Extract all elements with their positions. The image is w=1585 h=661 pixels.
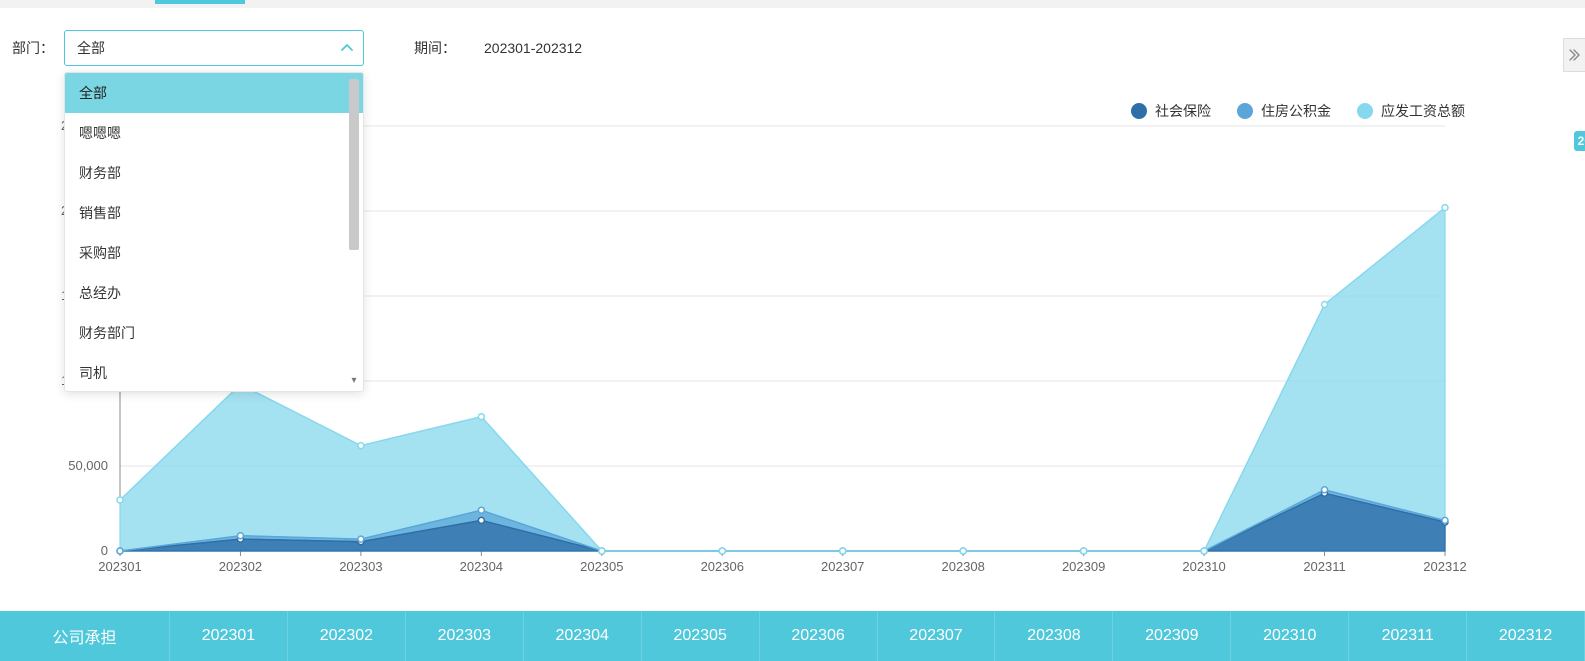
legend-swatch — [1131, 103, 1147, 119]
svg-text:202308: 202308 — [941, 559, 984, 574]
svg-text:202303: 202303 — [339, 559, 382, 574]
dropdown-option[interactable]: 嗯嗯嗯 — [65, 113, 363, 153]
period-value: 202301-202312 — [484, 40, 582, 56]
table-header-month: 202305 — [642, 611, 760, 661]
svg-text:202305: 202305 — [580, 559, 623, 574]
table-header-row: 公司承担202301202302202303202304202305202306… — [0, 611, 1585, 661]
scrollbar-thumb[interactable] — [349, 79, 359, 250]
dropdown-option[interactable]: 财务部门 — [65, 313, 363, 353]
table-header-month: 202311 — [1349, 611, 1467, 661]
dept-select[interactable]: 全部嗯嗯嗯财务部销售部采购部总经办财务部门司机 ▾ — [64, 30, 364, 66]
dept-dropdown: 全部嗯嗯嗯财务部销售部采购部总经办财务部门司机 ▾ — [64, 72, 364, 392]
table-header-month: 202307 — [878, 611, 996, 661]
svg-text:202309: 202309 — [1062, 559, 1105, 574]
table-header-month: 202304 — [524, 611, 642, 661]
legend-item[interactable]: 社会保险 — [1131, 101, 1211, 121]
table-header-month: 202302 — [288, 611, 406, 661]
period-label: 期间： — [414, 38, 456, 58]
table-header-month: 202301 — [170, 611, 288, 661]
legend-swatch — [1237, 103, 1253, 119]
dept-select-input[interactable] — [64, 30, 364, 66]
svg-text:202306: 202306 — [701, 559, 744, 574]
svg-text:202301: 202301 — [98, 559, 141, 574]
chart-legend: 社会保险 住房公积金 应发工资总额 — [1131, 101, 1465, 121]
filter-row: 部门： 全部嗯嗯嗯财务部销售部采购部总经办财务部门司机 ▾ 期间： 202301… — [0, 8, 1585, 76]
active-tab-indicator — [155, 0, 245, 4]
scrollbar-track — [347, 77, 361, 387]
table-header-month: 202303 — [406, 611, 524, 661]
dropdown-option[interactable]: 总经办 — [65, 273, 363, 313]
dropdown-option[interactable]: 财务部 — [65, 153, 363, 193]
table-header-first: 公司承担 — [0, 611, 170, 661]
dropdown-option[interactable]: 销售部 — [65, 193, 363, 233]
expand-panel-button[interactable] — [1563, 38, 1585, 72]
table-header-month: 202306 — [760, 611, 878, 661]
svg-text:0: 0 — [101, 543, 108, 558]
svg-text:50,000: 50,000 — [68, 458, 108, 473]
dropdown-option[interactable]: 采购部 — [65, 233, 363, 273]
side-badge: 20 — [1574, 131, 1585, 151]
svg-text:202311: 202311 — [1303, 559, 1345, 574]
legend-label: 住房公积金 — [1261, 101, 1331, 121]
svg-text:202312: 202312 — [1423, 559, 1466, 574]
table-header-month: 202308 — [995, 611, 1113, 661]
svg-text:202310: 202310 — [1182, 559, 1225, 574]
svg-text:202307: 202307 — [821, 559, 864, 574]
chevron-down-icon[interactable]: ▾ — [347, 373, 361, 387]
legend-item[interactable]: 住房公积金 — [1237, 101, 1331, 121]
dept-label: 部门： — [10, 38, 54, 58]
legend-swatch — [1357, 103, 1373, 119]
svg-text:202304: 202304 — [460, 559, 503, 574]
legend-label: 应发工资总额 — [1381, 101, 1465, 121]
table-header-month: 202309 — [1113, 611, 1231, 661]
table-header-month: 202310 — [1231, 611, 1349, 661]
top-bar — [0, 0, 1585, 8]
scrollbar[interactable]: ▾ — [347, 77, 361, 387]
legend-item[interactable]: 应发工资总额 — [1357, 101, 1465, 121]
table-header-month: 202312 — [1467, 611, 1585, 661]
svg-text:202302: 202302 — [219, 559, 262, 574]
legend-label: 社会保险 — [1155, 101, 1211, 121]
dropdown-option[interactable]: 司机 — [65, 353, 363, 392]
dept-dropdown-list: 全部嗯嗯嗯财务部销售部采购部总经办财务部门司机 — [65, 73, 363, 392]
dropdown-option[interactable]: 全部 — [65, 73, 363, 113]
